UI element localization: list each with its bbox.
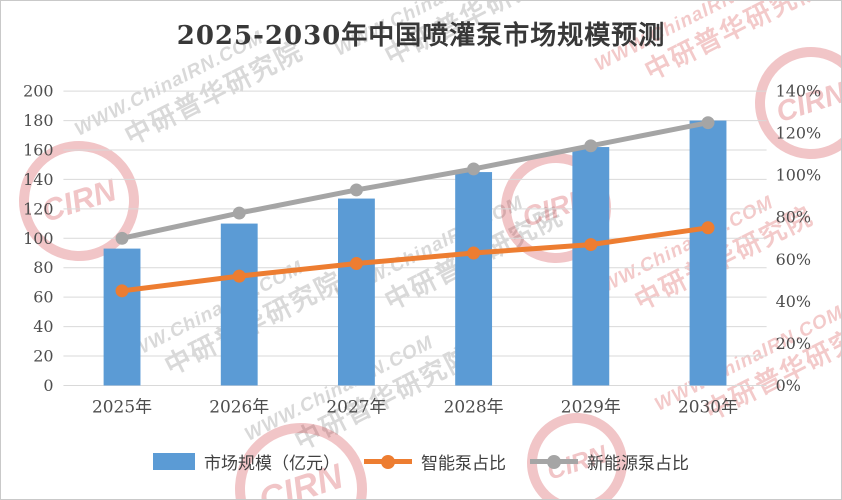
legend-bar-swatch-icon [153,453,195,470]
y-axis-right-label: 140% [776,82,822,101]
marker-smart-pump-share [349,257,363,270]
bar-market-size [338,198,375,386]
line-smart-pump-share [121,225,709,294]
marker-new-energy-pump-share [701,116,715,130]
marker-smart-pump-share [232,269,246,283]
bar-market-size [689,120,727,386]
y-axis-left-label: 180 [23,111,53,130]
y-axis-right-label: 80% [776,208,811,227]
y-axis-left-label: 80 [33,258,53,277]
y-axis-left-label: 20 [33,347,53,366]
y-axis-left-label: 120 [23,199,53,218]
marker-new-energy-pump-share [467,162,481,176]
y-axis-right-label: 100% [776,166,822,185]
y-axis-left-label: 40 [33,317,53,336]
x-axis-label: 2029年 [561,396,621,416]
legend-line-marker-icon [530,454,578,469]
marker-new-energy-pump-share [584,139,598,153]
y-axis-right-label: 0% [776,376,801,395]
x-axis-label: 2025年 [92,396,152,416]
y-axis-right-label: 40% [776,292,811,311]
chart-title: 2025-2030年中国喷灌泵市场规模预测 [176,21,666,51]
marker-smart-pump-share [115,284,129,298]
marker-smart-pump-share [467,246,481,260]
marker-new-energy-pump-share [115,231,129,245]
marker-new-energy-pump-share [349,183,363,197]
marker-smart-pump-share [584,238,598,252]
y-axis-right-label: 20% [776,334,811,353]
y-axis-left-label: 0 [43,376,53,395]
legend-label-new-energy-pump-share: 新能源泵占比 [587,454,689,474]
y-axis-left-label: 160 [23,140,53,159]
y-axis-left-label: 140 [23,170,53,189]
bar-market-size [572,147,610,386]
y-axis-right-label: 120% [776,124,822,143]
bar-market-size [103,248,141,386]
legend-label-market-size: 市场规模（亿元） [204,454,340,474]
bar-market-size [455,172,493,386]
legend-label-smart-pump-share: 智能泵占比 [421,454,506,474]
x-axis-label: 2026年 [209,396,269,416]
legend: 市场规模（亿元） 智能泵占比 新能源泵占比 [1,449,841,474]
bar-market-size [220,223,258,386]
legend-item-market-size: 市场规模（亿元） [153,449,340,474]
line-new-energy-pump-share [121,120,709,241]
x-axis-label: 2028年 [444,396,504,416]
y-axis-left-label: 60 [33,288,53,307]
marker-new-energy-pump-share [232,206,246,220]
x-axis-label: 2030年 [678,396,738,416]
y-axis-right-label: 60% [776,250,811,269]
y-axis-left-label: 100 [23,229,53,248]
x-axis-label: 2027年 [326,396,386,416]
legend-item-smart-pump-share: 智能泵占比 [364,449,506,474]
legend-line-marker-icon [364,454,412,469]
marker-smart-pump-share [701,221,715,235]
y-axis-left-label: 200 [23,82,53,101]
legend-item-new-energy-pump-share: 新能源泵占比 [530,449,689,474]
